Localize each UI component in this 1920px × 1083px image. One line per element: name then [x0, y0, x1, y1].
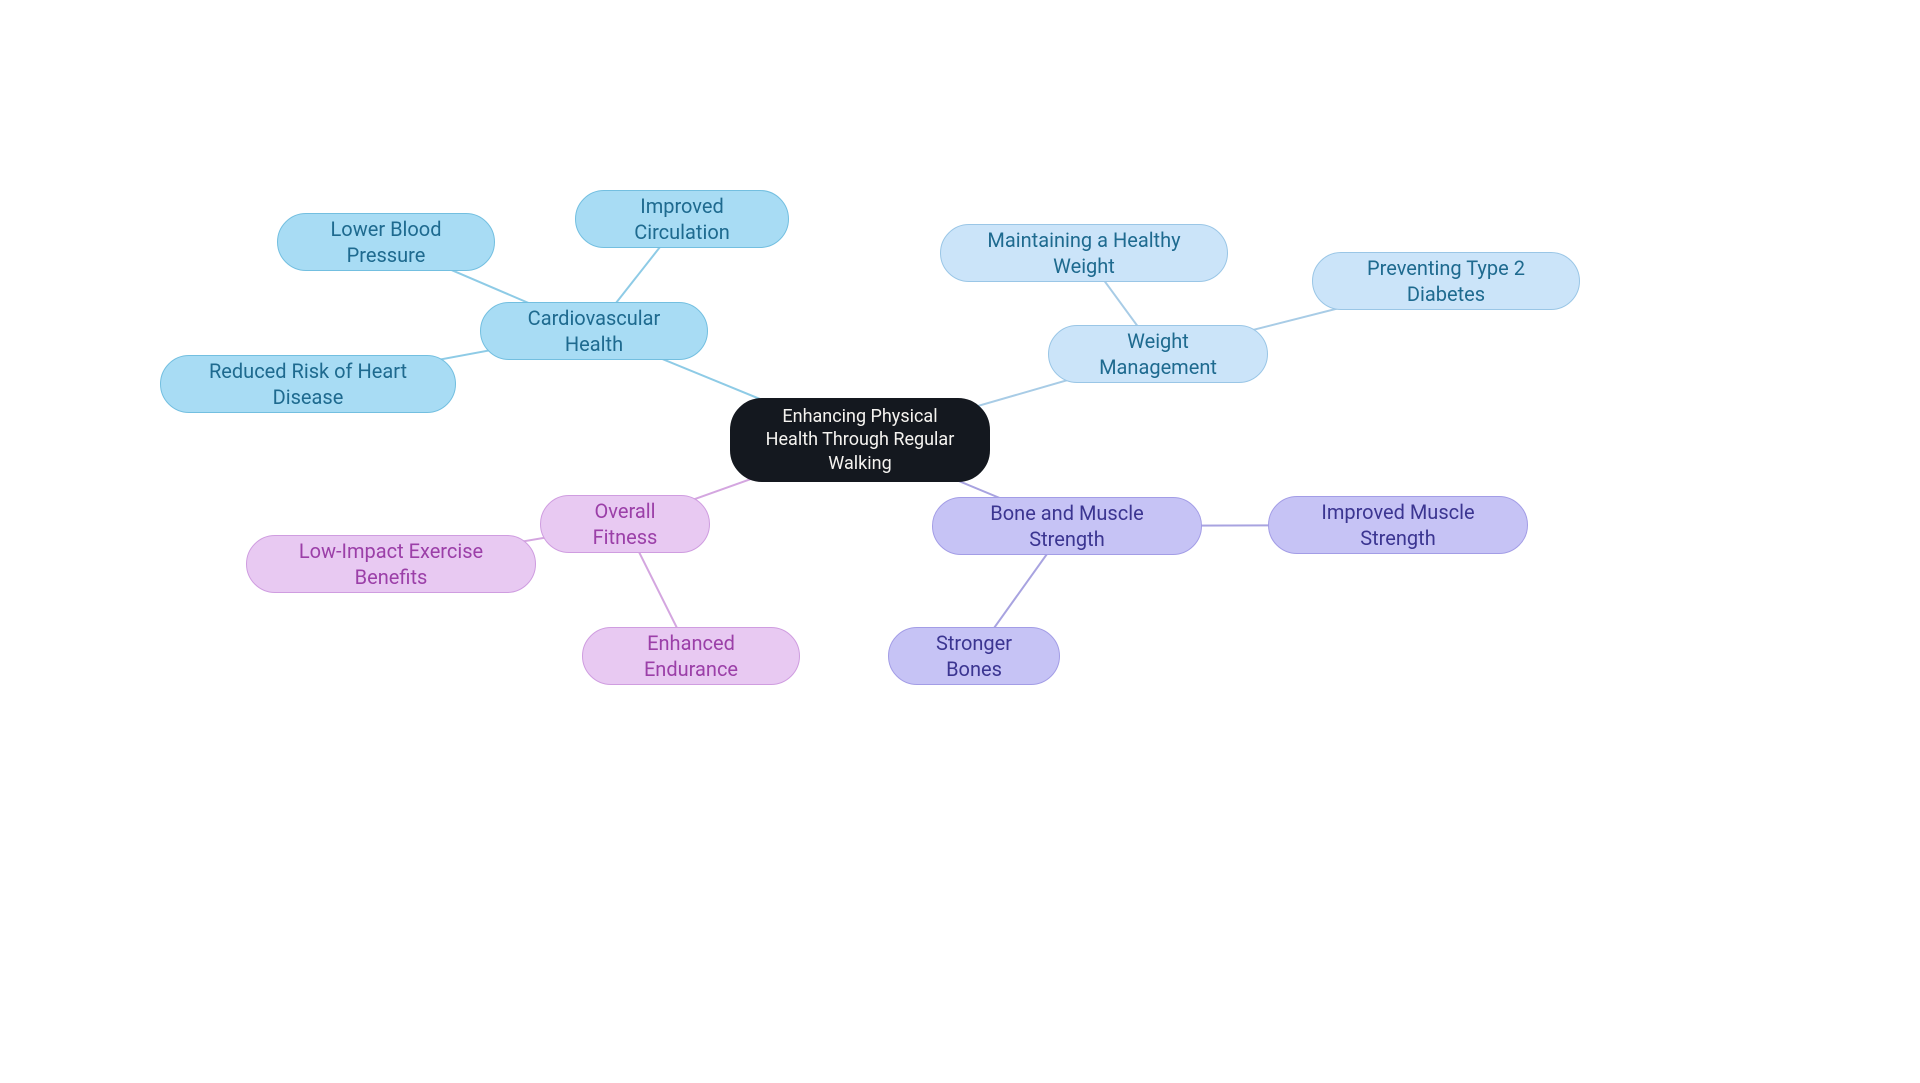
branch-weight: Weight Management: [1048, 325, 1268, 383]
leaf-healthy-weight: Maintaining a Healthy Weight: [940, 224, 1228, 282]
leaf-lower-bp: Lower Blood Pressure: [277, 213, 495, 271]
leaf-low-impact: Low-Impact Exercise Benefits: [246, 535, 536, 593]
leaf-muscle: Improved Muscle Strength: [1268, 496, 1528, 554]
branch-cardio: Cardiovascular Health: [480, 302, 708, 360]
leaf-bones: Stronger Bones: [888, 627, 1060, 685]
leaf-improved-circ: Improved Circulation: [575, 190, 789, 248]
leaf-reduced-risk: Reduced Risk of Heart Disease: [160, 355, 456, 413]
leaf-endurance: Enhanced Endurance: [582, 627, 800, 685]
branch-fitness: Overall Fitness: [540, 495, 710, 553]
leaf-prevent-t2d: Preventing Type 2 Diabetes: [1312, 252, 1580, 310]
center-node: Enhancing Physical Health Through Regula…: [730, 398, 990, 482]
branch-bone: Bone and Muscle Strength: [932, 497, 1202, 555]
